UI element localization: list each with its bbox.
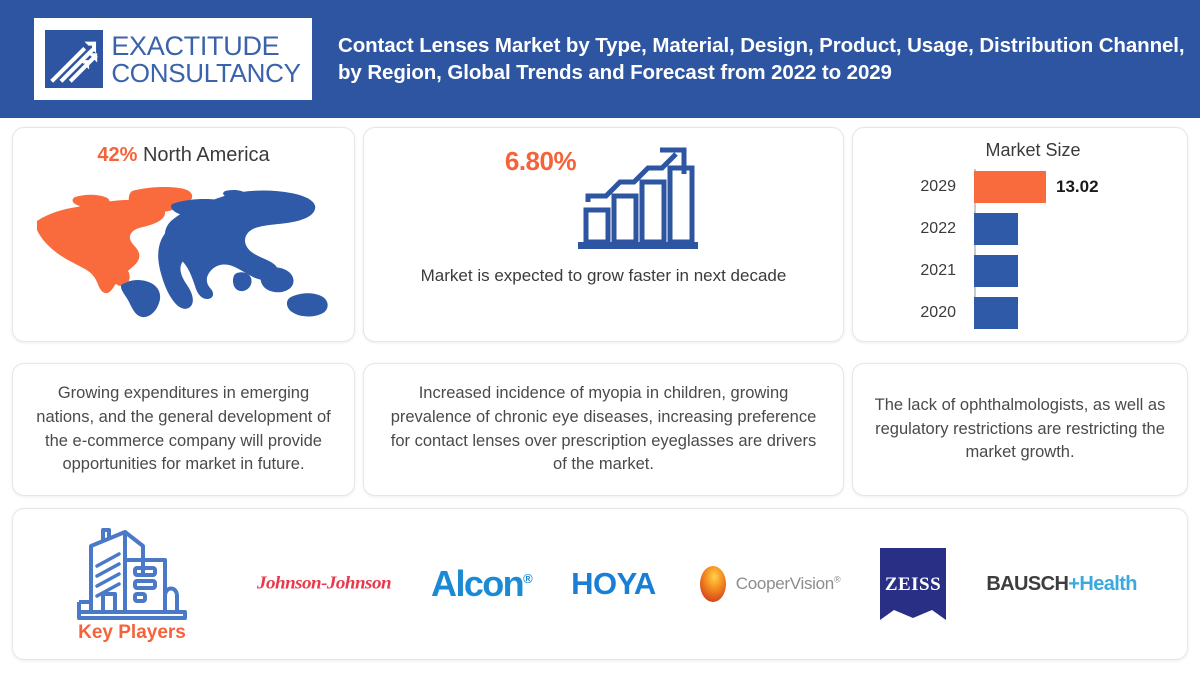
region-share-value: 42%: [97, 144, 138, 166]
johnson-johnson-wordmark: Johnson-Johnson: [257, 573, 392, 594]
logo-johnson-and-johnson: Johnson-Johnson: [257, 573, 392, 595]
key-players-label: Key Players: [78, 622, 186, 643]
chart-bar-row: 2029 13.02: [853, 171, 1187, 203]
bar-category-label: 2020: [920, 304, 956, 321]
bar-2029: [974, 171, 1046, 203]
zeiss-wordmark: ZEISS: [885, 574, 941, 595]
cagr-card: 6.80% Market is expected to grow faster …: [363, 127, 844, 342]
bar-2020: [974, 297, 1018, 329]
world-map-icon: [36, 187, 328, 318]
logo-zeiss: ZEISS: [880, 548, 947, 620]
chart-axis-line: [974, 169, 976, 321]
zeiss-banner-icon: ZEISS: [880, 548, 947, 620]
bar-2021: [974, 255, 1018, 287]
logo-line-2: CONSULTANCY: [111, 57, 301, 88]
partner-logos-row: Johnson-Johnson Alcon® HOYA: [237, 548, 1187, 620]
chart-bar-row: 2021: [853, 255, 1187, 287]
market-size-title: Market Size: [985, 140, 1081, 160]
hoya-wordmark: HOYA: [571, 566, 656, 601]
logo-coopervision: CooperVision®: [696, 564, 841, 604]
cagr-value: 6.80%: [504, 146, 577, 176]
office-building-icon: [77, 528, 187, 620]
chart-bar-row: 2022: [853, 213, 1187, 245]
opportunity-text: Growing expenditures in emerging nations…: [36, 384, 331, 474]
key-players-card: Key Players Johnson-Johnson Alcon® HOYA: [12, 508, 1188, 660]
region-share-label: North America: [142, 144, 270, 166]
coopervision-flame-icon: [699, 566, 726, 602]
drivers-card: Increased incidence of myopia in childre…: [363, 363, 844, 496]
cagr-header: 6.80%: [364, 140, 843, 258]
coopervision-wordmark: CooperVision®: [735, 574, 841, 593]
restraints-card: The lack of ophthalmologists, as well as…: [852, 363, 1188, 496]
alcon-wordmark: Alcon®: [431, 563, 533, 604]
world-map-wrapper: [13, 173, 354, 323]
market-size-card: Market Size 2029 13.02 2022 2021 2020: [852, 127, 1188, 342]
restraints-text: The lack of ophthalmologists, as well as…: [874, 395, 1166, 462]
header-banner: EXACTITUDE CONSULTANCY Contact Lenses Ma…: [0, 0, 1200, 118]
upward-arrows-icon: [45, 30, 104, 88]
opportunity-card: Growing expenditures in emerging nations…: [12, 363, 355, 496]
logo-hoya: HOYA: [571, 566, 656, 602]
key-players-inner: Key Players Johnson-Johnson Alcon® HOYA: [13, 509, 1187, 659]
region-share-card: 42% North America: [12, 127, 355, 342]
growth-bar-chart-arrow-icon: [578, 147, 699, 249]
bar-category-label: 2021: [920, 262, 956, 279]
region-share-title: 42% North America: [13, 144, 354, 167]
logo-line-1: EXACTITUDE: [111, 30, 280, 61]
logo-alcon: Alcon®: [431, 563, 533, 605]
bar-2022: [974, 213, 1018, 245]
company-logo: EXACTITUDE CONSULTANCY: [34, 18, 312, 100]
page-title: Contact Lenses Market by Type, Material,…: [338, 33, 1185, 84]
chart-bar-row: 2020: [853, 297, 1187, 329]
key-players-badge: Key Players: [27, 524, 237, 644]
bar-category-label: 2022: [920, 220, 956, 237]
bausch-health-wordmark: BAUSCH+Health: [986, 572, 1137, 595]
market-size-chart: 2029 13.02 2022 2021 2020: [853, 169, 1187, 329]
cagr-caption: Market is expected to grow faster in nex…: [420, 266, 787, 285]
logo-wordmark: EXACTITUDE CONSULTANCY: [111, 30, 301, 88]
drivers-text: Increased incidence of myopia in childre…: [390, 384, 817, 474]
bar-category-label: 2029: [920, 178, 956, 195]
logo-bausch-health: BAUSCH+Health: [986, 573, 1137, 596]
bar-value-label: 13.02: [1056, 177, 1099, 196]
